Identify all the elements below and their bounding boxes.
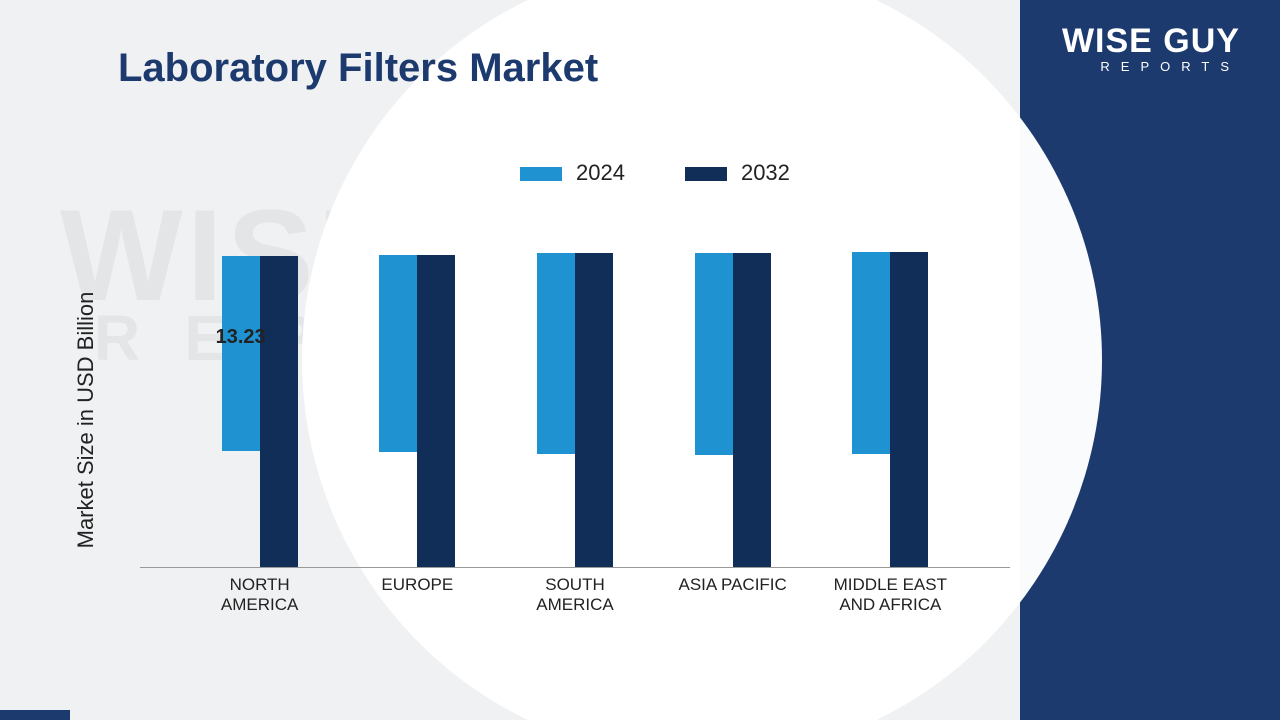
bar [222,256,260,451]
bar [575,253,613,567]
y-axis-label: Market Size in USD Billion [73,292,99,549]
legend-item-2024: 2024 [520,160,625,186]
x-axis-label: NORTH AMERICA [195,575,325,614]
brand-logo: WISE GUY REPORTS [1062,24,1240,73]
page: WISE GUY REPORTS WISE GUY REPORTS Labora… [0,0,1280,720]
legend-swatch-2032 [685,167,727,181]
bar-group: ASIA PACIFIC [695,253,771,567]
legend-swatch-2024 [520,167,562,181]
bar [733,253,771,567]
chart-title: Laboratory Filters Market [118,46,598,91]
brand-sidebar [1020,0,1280,720]
bar [379,255,417,452]
brand-name-bottom: REPORTS [1062,60,1240,73]
x-axis-label: ASIA PACIFIC [668,575,798,595]
bar-group: SOUTH AMERICA [537,253,613,567]
bar [537,253,575,453]
legend: 2024 2032 [520,160,790,186]
bar-group: MIDDLE EAST AND AFRICA [852,252,928,567]
bar-group: NORTH AMERICA [222,256,298,567]
bar [695,253,733,455]
chart: Market Size in USD Billion 2024 2032 NOR… [50,160,1010,680]
bar [852,252,890,454]
x-axis-label: SOUTH AMERICA [510,575,640,614]
legend-label-2024: 2024 [576,160,625,185]
bar [417,255,455,567]
legend-label-2032: 2032 [741,160,790,185]
x-axis-label: EUROPE [352,575,482,595]
x-axis-label: MIDDLE EAST AND AFRICA [825,575,955,614]
brand-name-top: WISE GUY [1062,24,1240,58]
bar-group: EUROPE [379,255,455,567]
bar [890,252,928,567]
plot-area: NORTH AMERICA EUROPE SOUTH AMERICA ASIA PAC… [140,200,1010,568]
data-label: 13.23 [216,326,266,349]
accent-bar [0,710,70,720]
bar [260,256,298,567]
legend-item-2032: 2032 [685,160,790,186]
